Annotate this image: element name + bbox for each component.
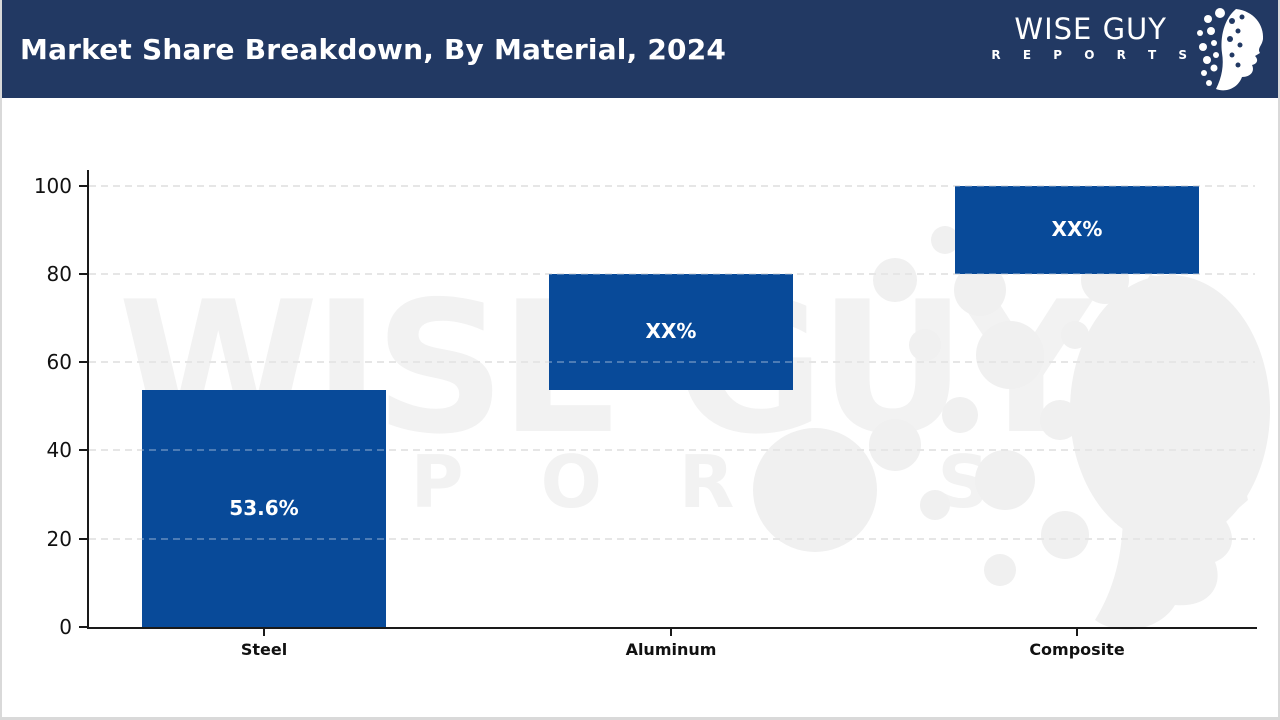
logo-subtitle: R E P O R T S [991,47,1196,62]
y-tick-label: 80 [46,261,72,286]
gridline [89,537,1255,540]
y-tick-mark [79,184,87,187]
x-tick-label: Composite [1029,640,1125,659]
y-tick-mark [79,272,87,275]
x-tick-label: Aluminum [625,640,717,659]
chart-plot-area: 0 20 40 60 80 100 53.6% Steel XX% Aluminum XX% Comp… [0,98,1280,720]
page-title: Market Share Breakdown, By Material, 202… [20,32,727,66]
logo: WISE GUY R E P O R T S [985,12,1196,62]
watermark-face-icon [753,226,1270,630]
bar-composite [955,185,1199,274]
y-tick-label: 40 [46,438,72,463]
header: Market Share Breakdown, By Material, 202… [0,0,1280,98]
y-tick-label: 60 [46,350,72,375]
bar-aluminum [549,273,793,391]
y-axis-line [87,170,89,629]
y-tick-mark [79,537,87,540]
gridline [89,184,1255,187]
bar-value-label: 53.6% [229,495,299,520]
y-tick-label: 20 [46,526,72,551]
x-tick-mark [1076,629,1078,636]
logo-wordmark: WISE GUY [1014,12,1167,46]
bar-value-label: XX% [645,319,697,344]
gridline-overlay [89,272,1255,275]
x-axis-line [87,627,1257,629]
x-tick-label: Steel [240,640,288,659]
gridline [89,449,1255,452]
gridline-overlay [89,449,1255,452]
y-tick-mark [79,449,87,452]
y-tick-label: 100 [33,173,72,198]
y-tick-mark [79,626,87,628]
logo-face-icon [1197,8,1264,91]
gridline-overlay [89,361,1255,364]
y-tick-mark [79,361,87,364]
gridline-overlay [89,184,1255,187]
x-tick-mark [263,629,265,636]
x-tick-mark [670,629,672,636]
bar-steel [142,390,386,627]
y-tick-label: 0 [59,615,72,639]
bar-value-label: XX% [1051,216,1103,241]
gridline-overlay [89,537,1255,540]
